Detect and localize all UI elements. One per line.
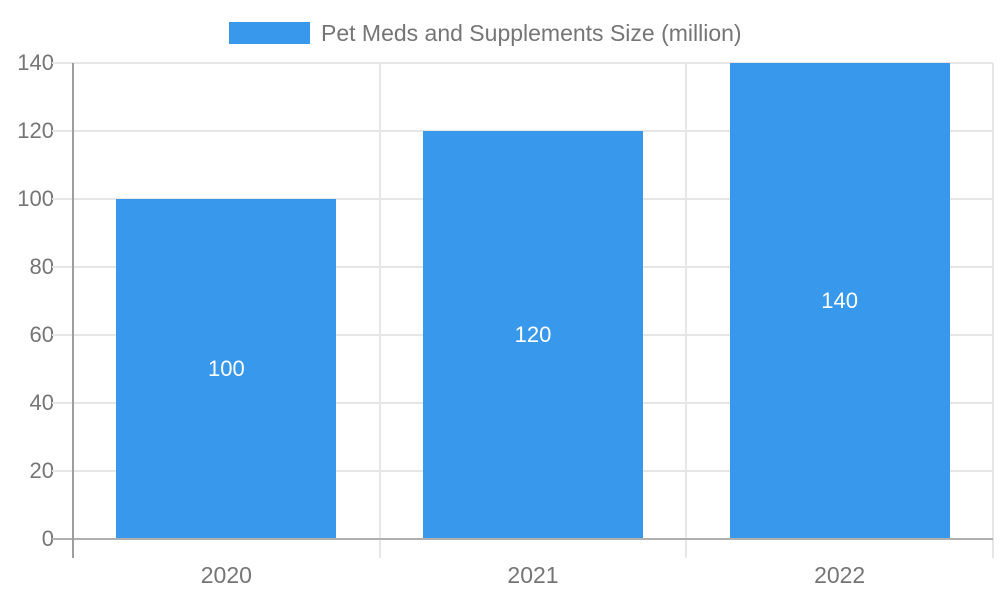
bar-value-label: 120 <box>514 322 552 347</box>
y-tick-label: 40 <box>29 390 54 415</box>
y-tick-label: 140 <box>17 50 54 75</box>
y-tick-label: 20 <box>29 458 54 483</box>
y-axis-line <box>72 63 74 558</box>
bar-value-label: 100 <box>207 356 245 381</box>
y-tick-label: 0 <box>41 526 54 551</box>
category-separator <box>685 63 688 558</box>
y-tick-label: 100 <box>17 186 54 211</box>
bar-value-label: 140 <box>821 288 859 313</box>
legend-swatch-icon <box>229 22 310 44</box>
y-tick-label: 80 <box>29 254 54 279</box>
gridline <box>52 62 993 64</box>
plot-right-border <box>992 63 994 558</box>
y-tick-label: 120 <box>17 118 54 143</box>
x-axis-line <box>52 538 993 540</box>
bar <box>423 131 643 539</box>
x-tick-label: 2020 <box>200 562 252 588</box>
y-tick-label: 60 <box>29 322 54 347</box>
bar <box>116 199 337 539</box>
bar <box>729 63 950 539</box>
x-tick-label: 2022 <box>814 562 866 588</box>
category-separator <box>378 63 381 558</box>
legend-label: Pet Meds and Supplements Size (million) <box>321 20 742 46</box>
x-tick-label: 2021 <box>507 562 559 588</box>
